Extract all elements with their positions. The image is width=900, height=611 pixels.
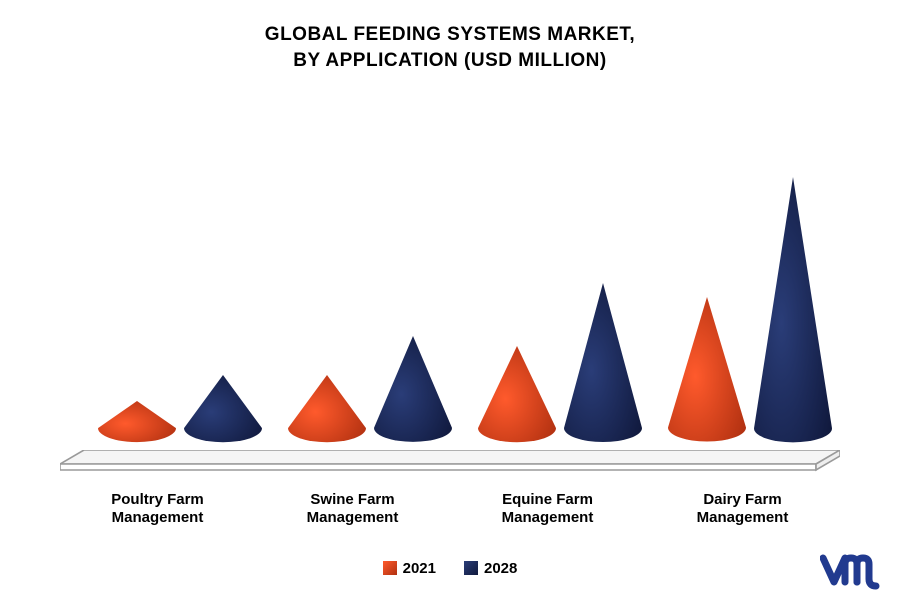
legend-item: 2028 (464, 560, 517, 577)
legend-label: 2028 (484, 560, 517, 577)
brand-logo (820, 552, 882, 597)
legend-item: 2021 (383, 560, 436, 577)
category-label: Poultry FarmManagement (60, 491, 255, 529)
category-label: Dairy FarmManagement (645, 491, 840, 529)
legend-swatch (383, 561, 397, 575)
chart-title-line2: BY APPLICATION (USD MILLION) (0, 48, 900, 74)
legend-label: 2021 (403, 560, 436, 577)
cone-group (60, 142, 840, 442)
category-label: Swine FarmManagement (255, 491, 450, 529)
chart-area: Poultry FarmManagementSwine FarmManageme… (60, 150, 840, 480)
legend: 2021 2028 (0, 560, 900, 580)
category-label: Equine FarmManagement (450, 491, 645, 529)
chart-title-line1: GLOBAL FEEDING SYSTEMS MARKET, (0, 22, 900, 48)
legend-swatch (464, 561, 478, 575)
category-axis: Poultry FarmManagementSwine FarmManageme… (60, 491, 840, 529)
chart-title: GLOBAL FEEDING SYSTEMS MARKET, BY APPLIC… (0, 0, 900, 73)
